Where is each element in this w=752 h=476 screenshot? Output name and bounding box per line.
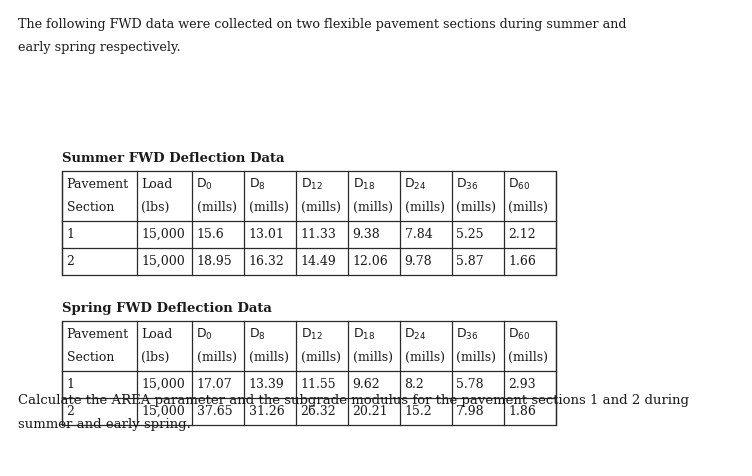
Text: $\mathrm{D}_{12}$: $\mathrm{D}_{12}$: [301, 327, 323, 342]
Text: 11.55: 11.55: [301, 378, 336, 391]
Text: $\mathrm{D}_{8}$: $\mathrm{D}_{8}$: [248, 327, 265, 342]
Text: 31.26: 31.26: [248, 405, 284, 418]
Text: 15.2: 15.2: [405, 405, 432, 418]
Text: $\mathrm{D}_{18}$: $\mathrm{D}_{18}$: [353, 177, 374, 192]
Text: 7.84: 7.84: [405, 228, 432, 241]
Text: 15,000: 15,000: [141, 378, 185, 391]
Text: $\mathrm{D}_{18}$: $\mathrm{D}_{18}$: [353, 327, 374, 342]
Text: $\mathrm{D}_{8}$: $\mathrm{D}_{8}$: [248, 177, 265, 192]
Text: 9.62: 9.62: [353, 378, 380, 391]
Text: (mills): (mills): [508, 351, 548, 364]
Text: (mills): (mills): [405, 201, 444, 214]
Text: Load: Load: [141, 328, 173, 341]
Text: Calculate the AREA parameter and the subgrade modulus for the pavement sections : Calculate the AREA parameter and the sub…: [18, 394, 689, 407]
Text: 15,000: 15,000: [141, 255, 185, 268]
Text: Summer FWD Deflection Data: Summer FWD Deflection Data: [62, 152, 284, 165]
Text: Section: Section: [66, 201, 114, 214]
Text: 15,000: 15,000: [141, 228, 185, 241]
Text: $\mathrm{D}_{0}$: $\mathrm{D}_{0}$: [196, 177, 214, 192]
Text: 5.25: 5.25: [456, 228, 484, 241]
Text: 15.6: 15.6: [196, 228, 224, 241]
Text: $\mathrm{D}_{24}$: $\mathrm{D}_{24}$: [405, 177, 427, 192]
Text: early spring respectively.: early spring respectively.: [18, 41, 180, 54]
Text: 9.38: 9.38: [353, 228, 381, 241]
Text: 5.78: 5.78: [456, 378, 484, 391]
Text: (lbs): (lbs): [141, 201, 170, 214]
Text: $\mathrm{D}_{12}$: $\mathrm{D}_{12}$: [301, 177, 323, 192]
Text: 8.2: 8.2: [405, 378, 424, 391]
Text: (mills): (mills): [456, 201, 496, 214]
Text: 1.66: 1.66: [508, 255, 536, 268]
Text: (mills): (mills): [248, 201, 289, 214]
Text: (mills): (mills): [508, 201, 548, 214]
Text: (lbs): (lbs): [141, 351, 170, 364]
Text: $\mathrm{D}_{60}$: $\mathrm{D}_{60}$: [508, 327, 531, 342]
Text: Pavement: Pavement: [66, 328, 129, 341]
Text: 2: 2: [66, 405, 74, 418]
Text: 13.01: 13.01: [248, 228, 284, 241]
Text: (mills): (mills): [196, 351, 236, 364]
Text: 11.33: 11.33: [301, 228, 336, 241]
Text: summer and early spring.: summer and early spring.: [18, 418, 191, 431]
Text: 5.87: 5.87: [456, 255, 484, 268]
Text: 2: 2: [66, 255, 74, 268]
Text: The following FWD data were collected on two flexible pavement sections during s: The following FWD data were collected on…: [18, 18, 626, 31]
Text: 1.86: 1.86: [508, 405, 536, 418]
Text: Section: Section: [66, 351, 114, 364]
Text: (mills): (mills): [405, 351, 444, 364]
Text: Spring FWD Deflection Data: Spring FWD Deflection Data: [62, 302, 272, 315]
Text: (mills): (mills): [353, 351, 393, 364]
Text: 2.12: 2.12: [508, 228, 536, 241]
Bar: [62, 321, 556, 425]
Text: $\mathrm{D}_{36}$: $\mathrm{D}_{36}$: [456, 177, 479, 192]
Text: (mills): (mills): [301, 351, 341, 364]
Bar: [62, 171, 556, 275]
Text: $\mathrm{D}_{60}$: $\mathrm{D}_{60}$: [508, 177, 531, 192]
Text: Load: Load: [141, 178, 173, 191]
Text: (mills): (mills): [456, 351, 496, 364]
Text: 15,000: 15,000: [141, 405, 185, 418]
Text: 18.95: 18.95: [196, 255, 232, 268]
Text: (mills): (mills): [248, 351, 289, 364]
Text: 37.65: 37.65: [196, 405, 232, 418]
Text: $\mathrm{D}_{24}$: $\mathrm{D}_{24}$: [405, 327, 427, 342]
Text: 2.93: 2.93: [508, 378, 536, 391]
Text: 14.49: 14.49: [301, 255, 336, 268]
Text: $\mathrm{D}_{0}$: $\mathrm{D}_{0}$: [196, 327, 214, 342]
Text: 20.21: 20.21: [353, 405, 388, 418]
Text: 13.39: 13.39: [248, 378, 284, 391]
Text: 9.78: 9.78: [405, 255, 432, 268]
Text: 7.98: 7.98: [456, 405, 484, 418]
Text: (mills): (mills): [301, 201, 341, 214]
Text: (mills): (mills): [353, 201, 393, 214]
Text: Pavement: Pavement: [66, 178, 129, 191]
Text: 16.32: 16.32: [248, 255, 284, 268]
Text: 1: 1: [66, 378, 74, 391]
Text: (mills): (mills): [196, 201, 236, 214]
Text: 12.06: 12.06: [353, 255, 388, 268]
Text: $\mathrm{D}_{36}$: $\mathrm{D}_{36}$: [456, 327, 479, 342]
Text: 1: 1: [66, 228, 74, 241]
Text: 26.32: 26.32: [301, 405, 336, 418]
Text: 17.07: 17.07: [196, 378, 232, 391]
